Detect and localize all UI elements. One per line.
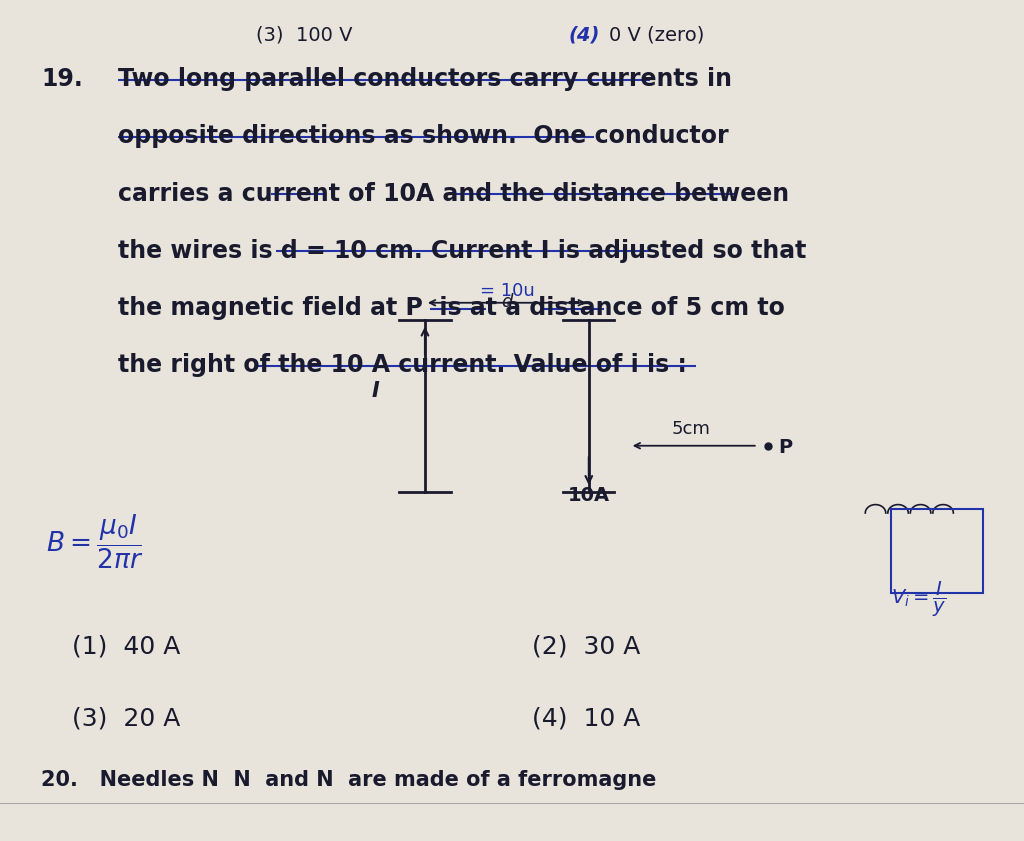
Bar bbox=[891, 509, 983, 593]
Text: 20.   Needles N  N  and N  are made of a ferromagne: 20. Needles N N and N are made of a ferr… bbox=[41, 770, 656, 790]
Text: (3)  100 V: (3) 100 V bbox=[256, 25, 352, 45]
Text: the magnetic field at P  is at a distance of 5 cm to: the magnetic field at P is at a distance… bbox=[118, 296, 784, 320]
Text: $V_i = \dfrac{I}{y}$: $V_i = \dfrac{I}{y}$ bbox=[891, 580, 946, 619]
Text: (3)  20 A: (3) 20 A bbox=[72, 706, 180, 731]
Text: (1)  40 A: (1) 40 A bbox=[72, 635, 180, 659]
Text: (2)  30 A: (2) 30 A bbox=[532, 635, 641, 659]
Text: 10A: 10A bbox=[567, 485, 610, 505]
Text: Two long parallel conductors carry currents in: Two long parallel conductors carry curre… bbox=[118, 67, 732, 92]
Text: d: d bbox=[501, 294, 513, 311]
Text: P: P bbox=[778, 438, 793, 457]
Text: (4)  10 A: (4) 10 A bbox=[532, 706, 641, 731]
Text: the right of the 10 A current. Value of i is :: the right of the 10 A current. Value of … bbox=[118, 353, 687, 378]
Text: the wires is d = 10 cm. Current I is adjusted so that: the wires is d = 10 cm. Current I is adj… bbox=[118, 239, 806, 263]
Text: carries a current of 10A and the distance between: carries a current of 10A and the distanc… bbox=[118, 182, 788, 206]
Text: 5cm: 5cm bbox=[672, 420, 711, 438]
Text: 0 V (zero): 0 V (zero) bbox=[609, 25, 705, 45]
Text: = 10u: = 10u bbox=[479, 282, 535, 299]
Text: $B = \dfrac{\mu_0 I}{2\pi r}$: $B = \dfrac{\mu_0 I}{2\pi r}$ bbox=[46, 513, 143, 571]
Text: (4): (4) bbox=[568, 25, 600, 45]
Text: 19.: 19. bbox=[41, 67, 83, 92]
Text: I: I bbox=[371, 381, 379, 401]
Text: opposite directions as shown.  One conductor: opposite directions as shown. One conduc… bbox=[118, 124, 728, 149]
